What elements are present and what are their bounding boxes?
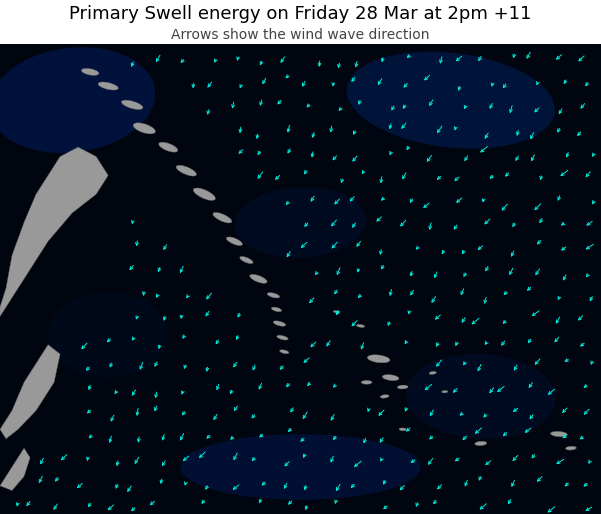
Ellipse shape (176, 166, 197, 176)
Ellipse shape (356, 324, 365, 327)
Ellipse shape (133, 123, 156, 134)
Ellipse shape (98, 82, 118, 90)
Ellipse shape (271, 307, 282, 311)
Text: Primary Swell energy on Friday 28 Mar at 2pm +11: Primary Swell energy on Friday 28 Mar at… (69, 5, 532, 23)
Ellipse shape (399, 428, 406, 431)
Ellipse shape (475, 442, 487, 446)
Polygon shape (0, 147, 108, 317)
Polygon shape (0, 345, 60, 439)
Ellipse shape (240, 256, 253, 264)
Ellipse shape (347, 51, 555, 149)
Ellipse shape (566, 446, 576, 450)
Ellipse shape (180, 434, 421, 500)
Ellipse shape (194, 188, 215, 200)
Ellipse shape (273, 321, 285, 326)
Ellipse shape (159, 142, 178, 152)
Ellipse shape (406, 354, 556, 439)
Ellipse shape (234, 187, 367, 258)
Ellipse shape (279, 350, 289, 354)
Ellipse shape (442, 391, 448, 393)
Ellipse shape (277, 335, 288, 340)
Ellipse shape (121, 100, 143, 109)
Ellipse shape (397, 385, 408, 389)
Text: Arrows show the wind wave direction: Arrows show the wind wave direction (171, 28, 430, 42)
Ellipse shape (361, 380, 372, 384)
Ellipse shape (227, 237, 242, 246)
Ellipse shape (0, 47, 155, 153)
Ellipse shape (334, 310, 340, 313)
Ellipse shape (429, 372, 436, 374)
Ellipse shape (380, 395, 389, 398)
Ellipse shape (267, 292, 279, 298)
Ellipse shape (382, 375, 399, 380)
Ellipse shape (48, 293, 168, 378)
Ellipse shape (250, 274, 267, 283)
Ellipse shape (367, 355, 390, 363)
Ellipse shape (551, 431, 567, 437)
Ellipse shape (213, 212, 232, 223)
Ellipse shape (81, 68, 99, 76)
Polygon shape (0, 448, 30, 490)
